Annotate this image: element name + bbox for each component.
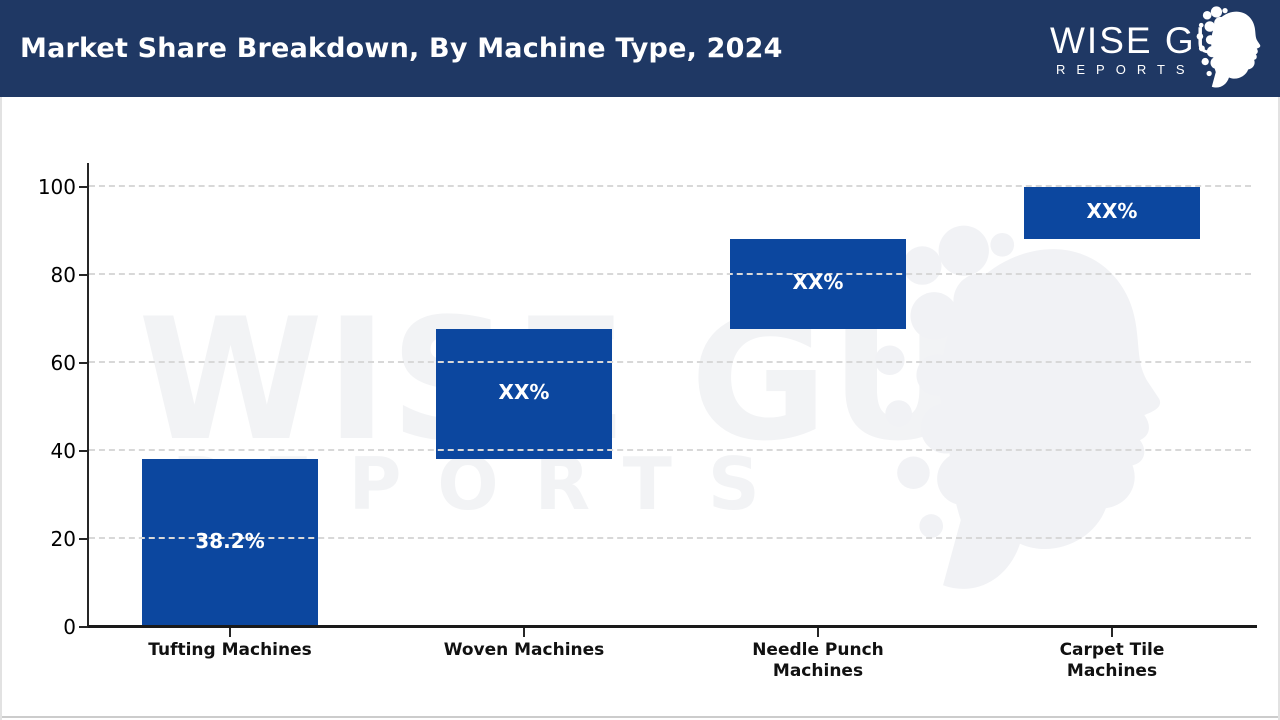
y-tick-mark-20 (79, 538, 88, 540)
left-border-line (0, 97, 2, 720)
x-category-label: Tufting Machines (148, 640, 312, 660)
page-title: Market Share Breakdown, By Machine Type,… (20, 33, 783, 64)
y-tick-label-20: 20 (50, 527, 76, 551)
y-tick-mark-80 (79, 274, 88, 276)
bottom-border-line (0, 716, 1280, 718)
gridline-20 (89, 537, 1251, 539)
watermark-head-icon (872, 224, 1168, 609)
x-axis-line (87, 625, 1257, 628)
x-tick-mark (817, 628, 819, 637)
bar-segment (1024, 187, 1200, 239)
bar-value-label: XX% (1086, 198, 1138, 223)
bar-value-label: 38.2% (195, 528, 265, 553)
bar-segment (142, 458, 318, 627)
y-tick-label-0: 0 (63, 615, 76, 639)
x-category-label: Needle Punch Machines (752, 640, 884, 681)
right-border-line (1278, 97, 1280, 720)
wiseguy-logo: WISE GUY REPORTS (1012, 0, 1272, 97)
gridline-60 (89, 361, 1251, 363)
gridline-100 (89, 185, 1251, 187)
bar-segment (730, 238, 906, 330)
header-bar: Market Share Breakdown, By Machine Type,… (0, 0, 1280, 97)
y-tick-mark-0 (79, 626, 88, 628)
y-axis-line (87, 163, 89, 627)
y-tick-label-100: 100 (37, 175, 76, 199)
gridline-40 (89, 449, 1251, 451)
y-tick-mark-60 (79, 362, 88, 364)
bar-segment (436, 329, 612, 459)
x-tick-mark (229, 628, 231, 637)
logo-head-icon (1190, 6, 1268, 92)
y-tick-label-40: 40 (50, 439, 76, 463)
x-category-label: Carpet Tile Machines (1059, 640, 1165, 681)
bar-value-label: XX% (498, 380, 550, 405)
x-tick-mark (523, 628, 525, 637)
x-category-label: Woven Machines (443, 640, 605, 660)
bar-value-label: XX% (792, 270, 844, 295)
x-tick-mark (1111, 628, 1113, 637)
logo-subtitle: REPORTS (1056, 62, 1196, 77)
y-tick-mark-100 (79, 186, 88, 188)
y-tick-label-80: 80 (50, 263, 76, 287)
y-tick-label-60: 60 (50, 351, 76, 375)
y-tick-mark-40 (79, 450, 88, 452)
gridline-80 (89, 273, 1251, 275)
